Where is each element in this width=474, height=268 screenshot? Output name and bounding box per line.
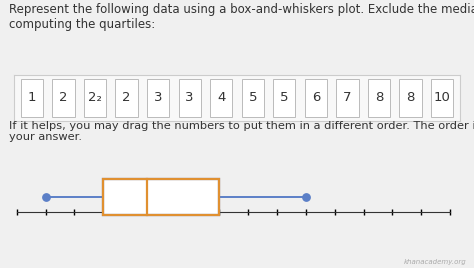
FancyBboxPatch shape	[147, 79, 169, 117]
FancyBboxPatch shape	[336, 79, 358, 117]
FancyBboxPatch shape	[368, 79, 390, 117]
Text: 4: 4	[217, 91, 226, 104]
Text: If it helps, you may drag the numbers to put them in a different order. The orde: If it helps, you may drag the numbers to…	[9, 121, 474, 142]
FancyBboxPatch shape	[84, 79, 106, 117]
Text: 6: 6	[311, 91, 320, 104]
FancyBboxPatch shape	[273, 79, 295, 117]
Text: 10: 10	[434, 91, 450, 104]
FancyBboxPatch shape	[305, 79, 327, 117]
Text: 8: 8	[375, 91, 383, 104]
Text: Represent the following data using a box-and-whiskers plot. Exclude the median w: Represent the following data using a box…	[9, 3, 474, 31]
Bar	[103, 178, 219, 215]
Text: 3: 3	[185, 91, 194, 104]
FancyBboxPatch shape	[116, 79, 138, 117]
Point	[302, 195, 310, 199]
FancyBboxPatch shape	[53, 79, 75, 117]
Text: 1: 1	[28, 91, 36, 104]
Text: khanacademy.org: khanacademy.org	[404, 259, 467, 265]
Bar	[103, 178, 219, 215]
FancyBboxPatch shape	[431, 79, 453, 117]
FancyBboxPatch shape	[21, 79, 43, 117]
FancyBboxPatch shape	[242, 79, 264, 117]
Text: 5: 5	[280, 91, 289, 104]
Text: 7: 7	[343, 91, 352, 104]
FancyBboxPatch shape	[210, 79, 232, 117]
FancyBboxPatch shape	[399, 79, 421, 117]
Text: 8: 8	[406, 91, 415, 104]
Text: 5: 5	[248, 91, 257, 104]
Point	[42, 195, 49, 199]
Text: 2: 2	[59, 91, 68, 104]
FancyBboxPatch shape	[179, 79, 201, 117]
Text: 2₂: 2₂	[88, 91, 102, 104]
Text: 2: 2	[122, 91, 131, 104]
Text: 3: 3	[154, 91, 163, 104]
